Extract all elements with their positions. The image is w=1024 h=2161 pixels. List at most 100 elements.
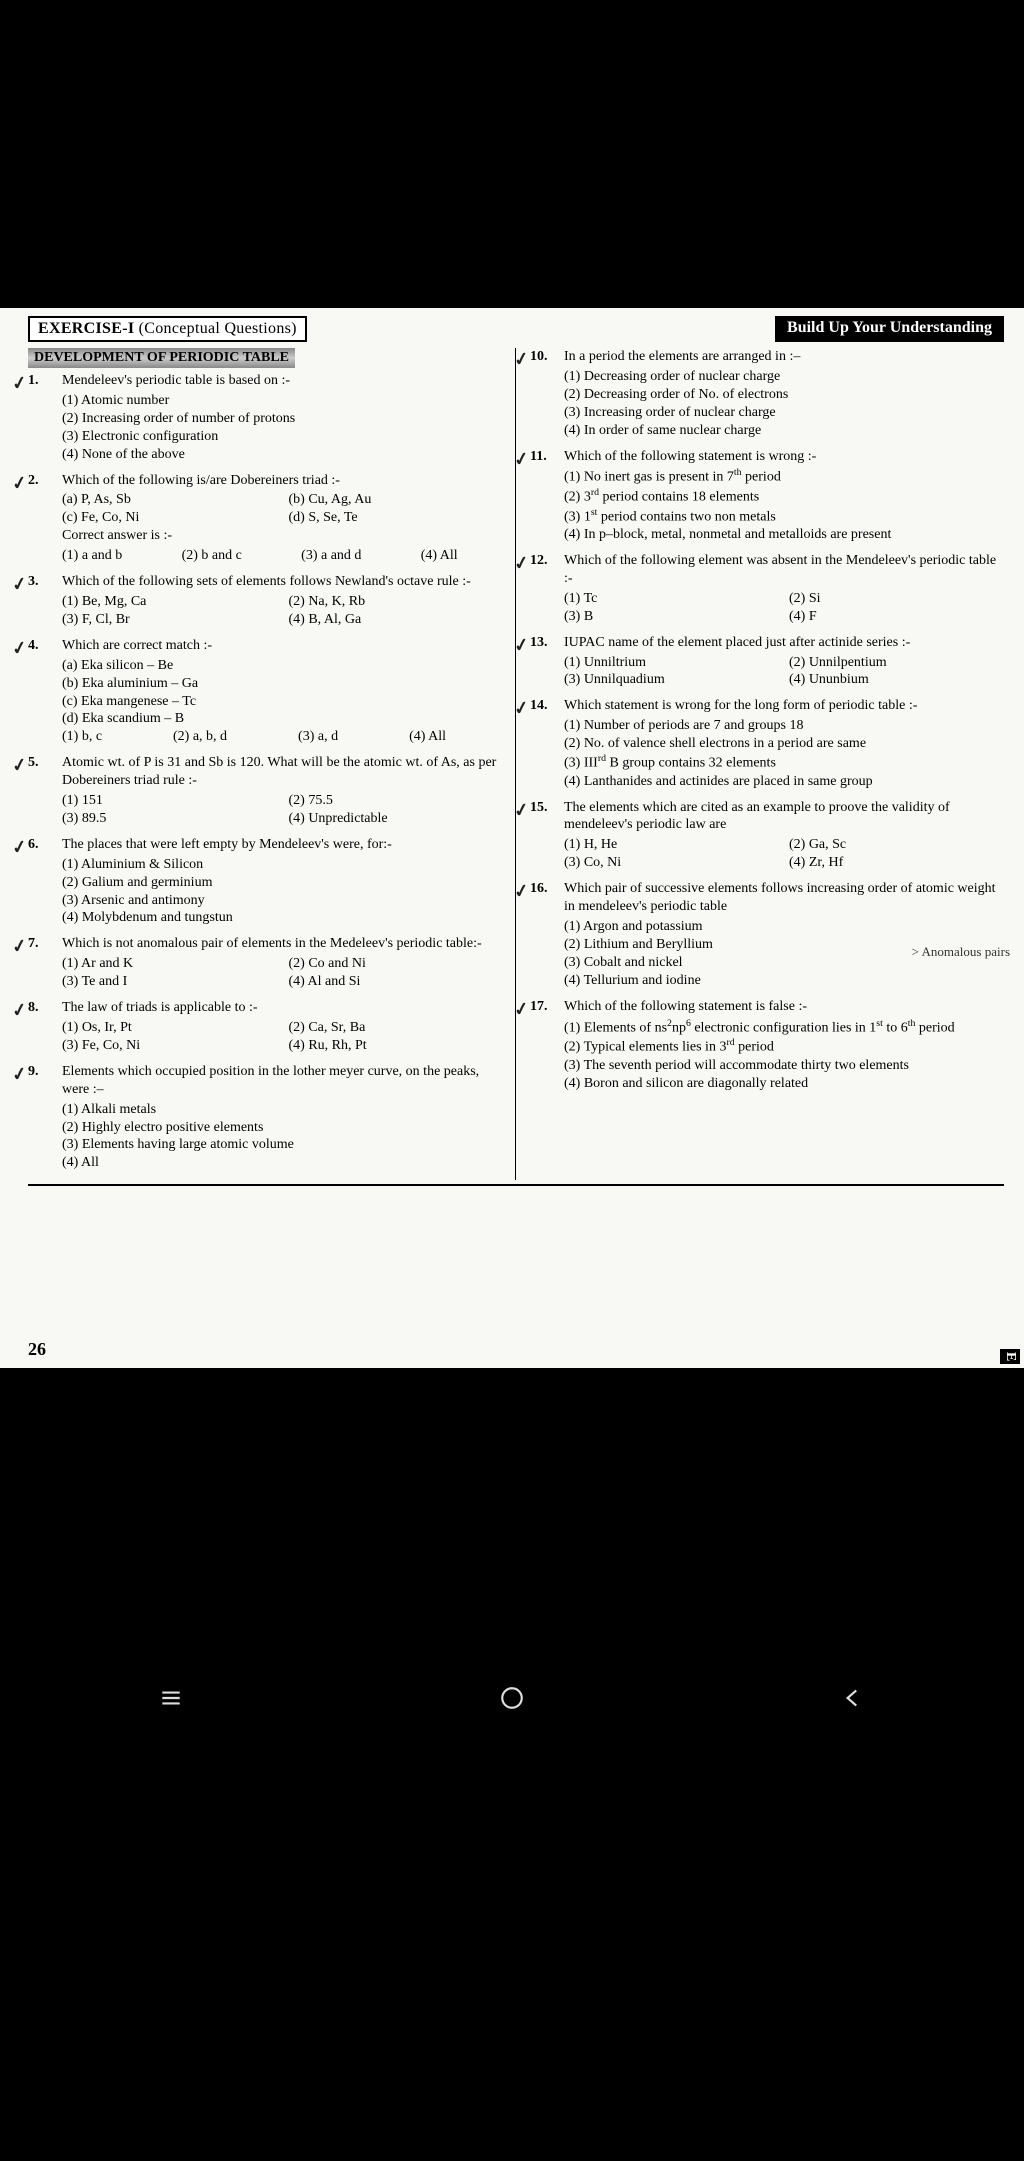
option: (4) B, Al, Ga xyxy=(289,611,506,629)
question: 15. The elements which are cited as an e… xyxy=(530,799,1004,873)
option: (1) Elements of ns2np6 electronic config… xyxy=(564,1018,1004,1038)
option: (1) H, He xyxy=(564,836,779,854)
option: (3) Fe, Co, Ni xyxy=(62,1037,279,1055)
question: 1. Mendeleev's periodic table is based o… xyxy=(28,372,505,464)
question-body: Which of the following element was absen… xyxy=(564,552,1004,626)
question-number: 11. xyxy=(530,448,564,545)
option: (3) Elements having large atomic volume xyxy=(62,1136,505,1154)
option: (1) Alkali metals xyxy=(62,1101,505,1119)
option: (4) Unpredictable xyxy=(289,810,506,828)
phone-bottom-blackbar xyxy=(0,1368,1024,1668)
question-stem: Which of the following element was absen… xyxy=(564,552,1004,588)
question-body: Which statement is wrong for the long fo… xyxy=(564,697,1004,790)
option: (2) Highly electro positive elements xyxy=(62,1119,505,1137)
question-stem: Which is not anomalous pair of elements … xyxy=(62,935,505,953)
question: 12. Which of the following element was a… xyxy=(530,552,1004,626)
right-column: 10. In a period the elements are arrange… xyxy=(516,348,1004,1180)
exercise-label-light: (Conceptual Questions) xyxy=(134,320,296,337)
option: (2) Decreasing order of No. of electrons xyxy=(564,386,1004,404)
option: (2) 75.5 xyxy=(289,792,506,810)
option: (1) Argon and potassium xyxy=(564,918,1004,936)
question-body: In a period the elements are arranged in… xyxy=(564,348,1004,440)
option: (4) In order of same nuclear charge xyxy=(564,422,1004,440)
option: (4) All xyxy=(409,728,505,746)
option: (3) B xyxy=(564,608,779,626)
phone-top-blackbar xyxy=(0,0,1024,308)
option: (2) a, b, d xyxy=(173,728,286,746)
question-body: Which of the following is/are Dobereiner… xyxy=(62,472,505,566)
menu-icon[interactable] xyxy=(157,1684,185,1712)
option: (1) Tc xyxy=(564,590,779,608)
question-body: Which of the following statement is wron… xyxy=(564,448,1004,545)
question-stem: Atomic wt. of P is 31 and Sb is 120. Wha… xyxy=(62,754,505,790)
option: (3) The seventh period will accommodate … xyxy=(564,1057,1004,1075)
two-column-layout: DEVELOPMENT OF PERIODIC TABLE 1. Mendele… xyxy=(28,348,1004,1180)
question: 6. The places that were left empty by Me… xyxy=(28,836,505,928)
build-title-box: Build Up Your Understanding xyxy=(775,316,1004,342)
option: (3) 1st period contains two non metals xyxy=(564,507,1004,527)
option: (2) Co and Ni xyxy=(289,955,506,973)
question-stem: Which statement is wrong for the long fo… xyxy=(564,697,1004,715)
section-heading: DEVELOPMENT OF PERIODIC TABLE xyxy=(28,348,295,368)
option: (a) Eka silicon – Be xyxy=(62,657,505,675)
question-stem: The places that were left empty by Mende… xyxy=(62,836,505,854)
option: (c) Eka mangenese – Tc xyxy=(62,693,505,711)
option: (1) Number of periods are 7 and groups 1… xyxy=(564,717,1004,735)
question-number: 16. xyxy=(530,880,564,989)
option: (1) Ar and K xyxy=(62,955,279,973)
option: (2) Ca, Sr, Ba xyxy=(289,1019,506,1037)
option: (4) Ru, Rh, Pt xyxy=(289,1037,506,1055)
question-number: 1. xyxy=(28,372,62,464)
question-stem: Which are correct match :- xyxy=(62,637,505,655)
option: (4) None of the above xyxy=(62,446,505,464)
page-number: 26 xyxy=(28,1339,46,1360)
extra-line: Correct answer is :- xyxy=(62,527,505,545)
left-column: DEVELOPMENT OF PERIODIC TABLE 1. Mendele… xyxy=(28,348,516,1180)
option: (2) No. of valence shell electrons in a … xyxy=(564,735,1004,753)
option: (3) Co, Ni xyxy=(564,854,779,872)
question-number: 2. xyxy=(28,472,62,566)
back-icon[interactable] xyxy=(839,1684,867,1712)
question-body: Which of the following statement is fals… xyxy=(564,998,1004,1093)
option: (b) Cu, Ag, Au xyxy=(289,491,506,509)
question-stem: Which of the following sets of elements … xyxy=(62,573,505,591)
option: (3) Arsenic and antimony xyxy=(62,892,505,910)
option: (3) F, Cl, Br xyxy=(62,611,279,629)
exercise-title-box: EXERCISE-I (Conceptual Questions) xyxy=(28,316,307,342)
question: 3. Which of the following sets of elemen… xyxy=(28,573,505,629)
question-number: 15. xyxy=(530,799,564,873)
option: (1) Os, Ir, Pt xyxy=(62,1019,279,1037)
question: 2. Which of the following is/are Doberei… xyxy=(28,472,505,566)
option: (b) Eka aluminium – Ga xyxy=(62,675,505,693)
question-stem: Which of the following statement is fals… xyxy=(564,998,1004,1016)
question-number: 13. xyxy=(530,634,564,690)
question: 10. In a period the elements are arrange… xyxy=(530,348,1004,440)
option: (2) Unnilpentium xyxy=(789,654,1004,672)
question-number: 4. xyxy=(28,637,62,746)
question-body: IUPAC name of the element placed just af… xyxy=(564,634,1004,690)
question-stem: Elements which occupied position in the … xyxy=(62,1063,505,1099)
option: (1) a and b xyxy=(62,547,170,565)
question-stem: Which of the following statement is wron… xyxy=(564,448,1004,466)
option: (1) Unniltrium xyxy=(564,654,779,672)
question-stem: The elements which are cited as an examp… xyxy=(564,799,1004,835)
question-number: 6. xyxy=(28,836,62,928)
page-bottom-rule xyxy=(28,1184,1004,1186)
home-icon[interactable] xyxy=(498,1684,526,1712)
exercise-label-bold: EXERCISE-I xyxy=(38,320,134,337)
option: (2) Typical elements lies in 3rd period xyxy=(564,1037,1004,1057)
option: (4) Boron and silicon are diagonally rel… xyxy=(564,1075,1004,1093)
question-body: The places that were left empty by Mende… xyxy=(62,836,505,928)
question-number: 9. xyxy=(28,1063,62,1172)
option: (3) Increasing order of nuclear charge xyxy=(564,404,1004,422)
question-number: 5. xyxy=(28,754,62,828)
question: 13. IUPAC name of the element placed jus… xyxy=(530,634,1004,690)
option: (d) Eka scandium – B xyxy=(62,710,505,728)
handwritten-annotation: > Anomalous pairs xyxy=(912,944,1010,961)
option: (3) Electronic configuration xyxy=(62,428,505,446)
question-body: Which of the following sets of elements … xyxy=(62,573,505,629)
question: 7. Which is not anomalous pair of elemen… xyxy=(28,935,505,991)
question-body: Which are correct match :- (a) Eka silic… xyxy=(62,637,505,746)
question: 4. Which are correct match :- (a) Eka si… xyxy=(28,637,505,746)
option: (2) Galium and germinium xyxy=(62,874,505,892)
